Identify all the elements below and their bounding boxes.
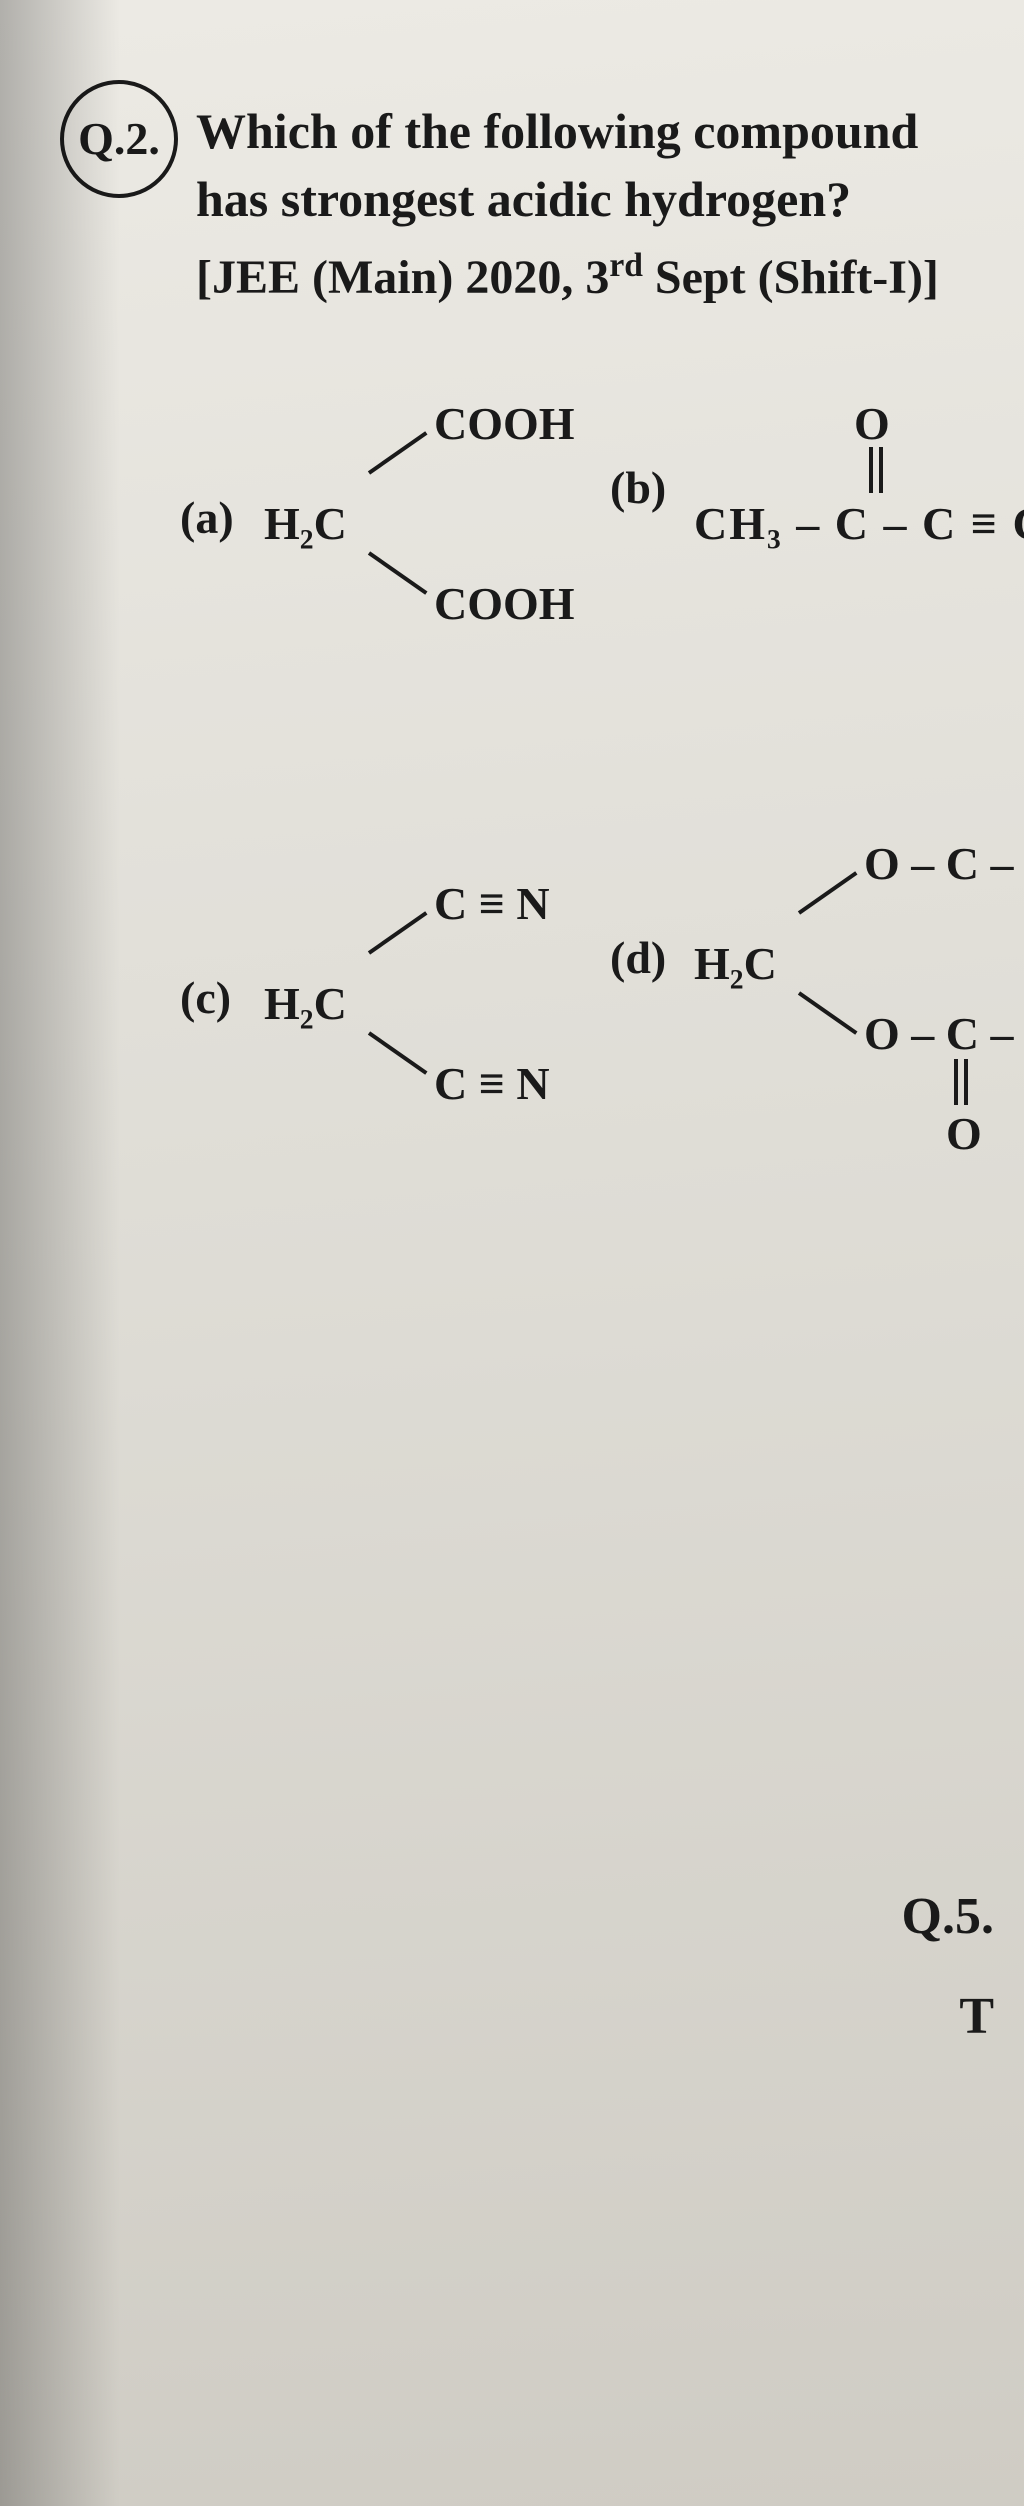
question-row: Q.2. Which of the following compound has… [60,80,984,311]
source-tail: Sept (Shift-I)] [643,251,939,304]
option-d-label: (d) [610,841,680,984]
next-question-fragment: T [959,1987,994,2046]
d-ch2: H₂C [694,941,777,987]
question-source: [JEE (Main) 2020, 3rd Sept (Shift-I)] [196,243,984,311]
d-double-bond [954,1059,958,1105]
option-a: (a) H₂C COOH COOH [180,401,600,661]
option-d: (d) H₂C O – C – CH₃ O – C – CH₃ O [610,841,1024,1201]
d-bot-group: O – C – CH₃ [864,1008,1024,1059]
question-number-circle: Q.2. [60,80,178,198]
c-bot-group: C ≡ N [434,1061,550,1107]
option-c-structure: H₂C C ≡ N C ≡ N [264,881,604,1141]
d-top-group: O – C – CH₃ [864,841,1024,887]
question-number: Q.2. [78,108,160,170]
c-bond-dn [368,1031,428,1074]
c-bond-up [368,911,428,954]
source-sup: rd [609,247,643,284]
d-bond-up [798,871,858,914]
a-bond-dn [368,551,428,594]
keto-b: O CH₃ – C – C ≡ CH [694,401,1024,601]
option-c-label: (c) [180,881,250,1024]
a-bot-group: COOH [434,581,575,627]
d-bot-wrap: O – C – CH₃ O [864,1011,1024,1057]
fork-c: H₂C C ≡ N C ≡ N [264,881,604,1141]
a-ch2: H₂C [264,501,347,547]
option-c: (c) H₂C C ≡ N C ≡ N [180,881,600,1201]
next-question-number: Q.5. [902,1887,994,1946]
question-stem: Which of the following compound has stro… [196,98,984,233]
option-a-label: (a) [180,401,250,544]
fork-d: H₂C O – C – CH₃ O – C – CH₃ O [694,841,1024,1201]
option-b-label: (b) [610,401,680,514]
a-bond-up [368,431,428,474]
b-chain: CH₃ – C – C ≡ CH [694,501,1024,547]
c-top-group: C ≡ N [434,881,550,927]
c-ch2: H₂C [264,981,347,1027]
question-text-block: Which of the following compound has stro… [196,80,984,311]
d-bot-oxygen: O [946,1111,982,1157]
fork-a: H₂C COOH COOH [264,401,604,661]
option-a-structure: H₂C COOH COOH [264,401,604,661]
b-double-bond [869,447,873,493]
b-oxygen: O [854,401,890,447]
option-b-structure: O CH₃ – C – C ≡ CH [694,401,1024,601]
d-bond-dn [798,991,858,1034]
exam-page: Q.2. Which of the following compound has… [0,0,1024,2506]
option-b: (b) O CH₃ – C – C ≡ CH [610,401,1024,661]
source-prefix: [JEE (Main) 2020, 3 [196,251,609,304]
option-d-structure: H₂C O – C – CH₃ O – C – CH₃ O [694,841,1024,1201]
a-top-group: COOH [434,401,575,447]
options-grid: (a) H₂C COOH COOH (b) O CH₃ – C – C ≡ CH [180,401,984,1201]
